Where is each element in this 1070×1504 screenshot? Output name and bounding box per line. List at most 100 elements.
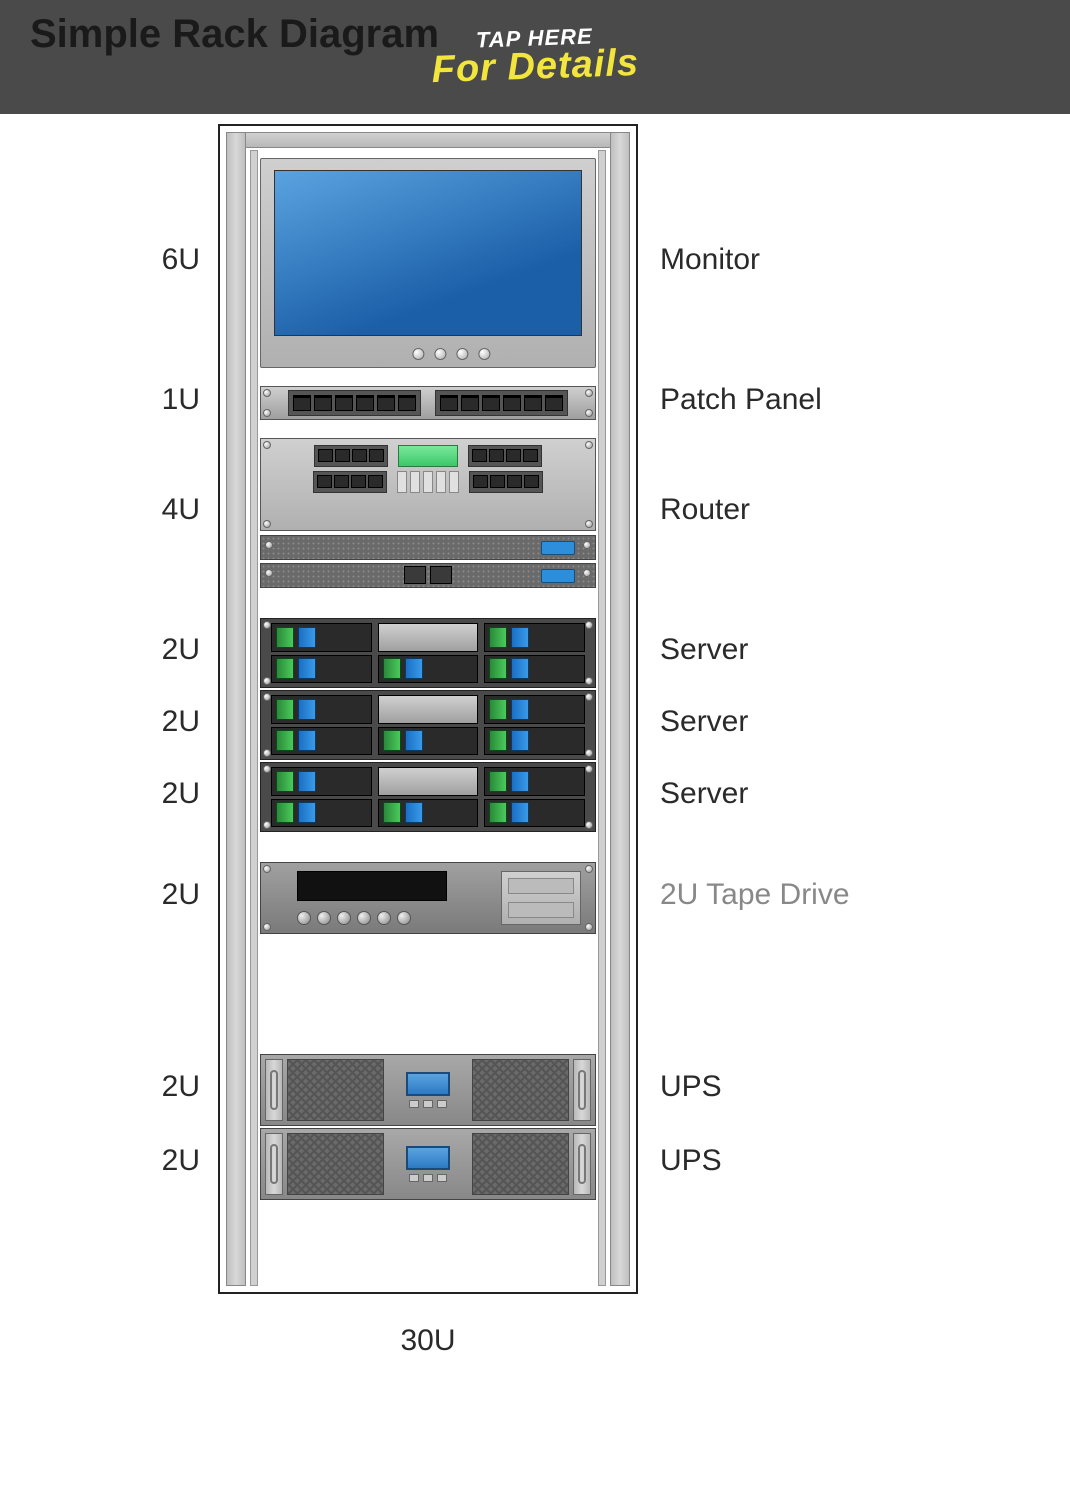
stage: 30U 6UMonitor1UPatch Panel4URouter2UServ… — [0, 124, 1070, 1474]
rj45-port[interactable] — [461, 395, 479, 411]
banner-overlay[interactable]: TAP HERE For Details — [430, 22, 639, 92]
monitor-buttons — [412, 348, 490, 360]
ups-button[interactable] — [423, 1100, 433, 1108]
drive[interactable] — [489, 771, 507, 792]
port[interactable] — [507, 475, 522, 488]
ups-button[interactable] — [437, 1100, 447, 1108]
rj45-port[interactable] — [503, 395, 521, 411]
port[interactable] — [430, 566, 452, 584]
ups-button[interactable] — [409, 1174, 419, 1182]
drive[interactable] — [383, 658, 401, 679]
screw-icon — [263, 765, 271, 773]
rj45-port[interactable] — [314, 395, 332, 411]
drive[interactable] — [383, 730, 401, 751]
rack-frame — [218, 124, 638, 1294]
ups-handle[interactable] — [265, 1059, 283, 1121]
drive[interactable] — [489, 802, 507, 823]
drive[interactable] — [511, 802, 529, 823]
ups-handle[interactable] — [265, 1133, 283, 1195]
drive[interactable] — [276, 771, 294, 792]
monitor-button[interactable] — [412, 348, 424, 360]
port[interactable] — [404, 566, 426, 584]
drive[interactable] — [276, 658, 294, 679]
port[interactable] — [473, 475, 488, 488]
release-tab[interactable] — [541, 569, 575, 583]
ups-handle[interactable] — [573, 1059, 591, 1121]
drive[interactable] — [298, 627, 316, 648]
drive-bay — [378, 655, 479, 684]
tape-button[interactable] — [337, 911, 351, 925]
port[interactable] — [369, 449, 384, 462]
rj45-port[interactable] — [356, 395, 374, 411]
ups-button[interactable] — [423, 1174, 433, 1182]
monitor-button[interactable] — [478, 348, 490, 360]
device-label: 2U Tape Drive — [660, 878, 850, 912]
screw-icon — [585, 441, 593, 449]
ups-handle[interactable] — [573, 1133, 591, 1195]
monitor-screen — [274, 170, 582, 336]
port[interactable] — [351, 475, 366, 488]
screw-icon — [585, 409, 593, 417]
for-details-text: For Details — [431, 42, 640, 92]
port[interactable] — [489, 449, 504, 462]
tape-button[interactable] — [297, 911, 311, 925]
port[interactable] — [368, 475, 383, 488]
rj45-port[interactable] — [335, 395, 353, 411]
u-size-label: 6U — [140, 243, 200, 277]
rack-unit-server — [260, 762, 596, 832]
drive[interactable] — [276, 627, 294, 648]
drive[interactable] — [489, 658, 507, 679]
port-group — [435, 390, 568, 416]
drive[interactable] — [405, 802, 423, 823]
drive[interactable] — [276, 730, 294, 751]
drive[interactable] — [489, 627, 507, 648]
port[interactable] — [490, 475, 505, 488]
rj45-port[interactable] — [377, 395, 395, 411]
port[interactable] — [335, 449, 350, 462]
ups-button[interactable] — [409, 1100, 419, 1108]
port[interactable] — [334, 475, 349, 488]
drive[interactable] — [511, 658, 529, 679]
monitor-button[interactable] — [456, 348, 468, 360]
u-size-label: 2U — [140, 633, 200, 667]
drive[interactable] — [298, 658, 316, 679]
drive[interactable] — [298, 699, 316, 720]
rj45-port[interactable] — [440, 395, 458, 411]
drive[interactable] — [298, 730, 316, 751]
drive[interactable] — [383, 802, 401, 823]
rj45-port[interactable] — [524, 395, 542, 411]
monitor-button[interactable] — [434, 348, 446, 360]
screw-icon — [585, 621, 593, 629]
release-tab[interactable] — [541, 541, 575, 555]
rj45-port[interactable] — [482, 395, 500, 411]
tape-button[interactable] — [377, 911, 391, 925]
rack-unit-router — [260, 438, 596, 588]
port[interactable] — [352, 449, 367, 462]
ups-button[interactable] — [437, 1174, 447, 1182]
drive[interactable] — [405, 730, 423, 751]
drive[interactable] — [489, 699, 507, 720]
drive[interactable] — [298, 802, 316, 823]
tape-button[interactable] — [317, 911, 331, 925]
port[interactable] — [317, 475, 332, 488]
drive[interactable] — [276, 802, 294, 823]
drive[interactable] — [511, 730, 529, 751]
rj45-port[interactable] — [293, 395, 311, 411]
drive[interactable] — [511, 627, 529, 648]
rj45-port[interactable] — [398, 395, 416, 411]
port[interactable] — [506, 449, 521, 462]
port[interactable] — [472, 449, 487, 462]
port[interactable] — [318, 449, 333, 462]
tape-button[interactable] — [397, 911, 411, 925]
drive[interactable] — [511, 699, 529, 720]
port[interactable] — [524, 475, 539, 488]
tape-button[interactable] — [357, 911, 371, 925]
drive[interactable] — [405, 658, 423, 679]
drive[interactable] — [298, 771, 316, 792]
drive[interactable] — [511, 771, 529, 792]
drive[interactable] — [276, 699, 294, 720]
drive[interactable] — [489, 730, 507, 751]
port[interactable] — [523, 449, 538, 462]
rj45-port[interactable] — [545, 395, 563, 411]
tape-cartridge-slot[interactable] — [501, 871, 581, 925]
